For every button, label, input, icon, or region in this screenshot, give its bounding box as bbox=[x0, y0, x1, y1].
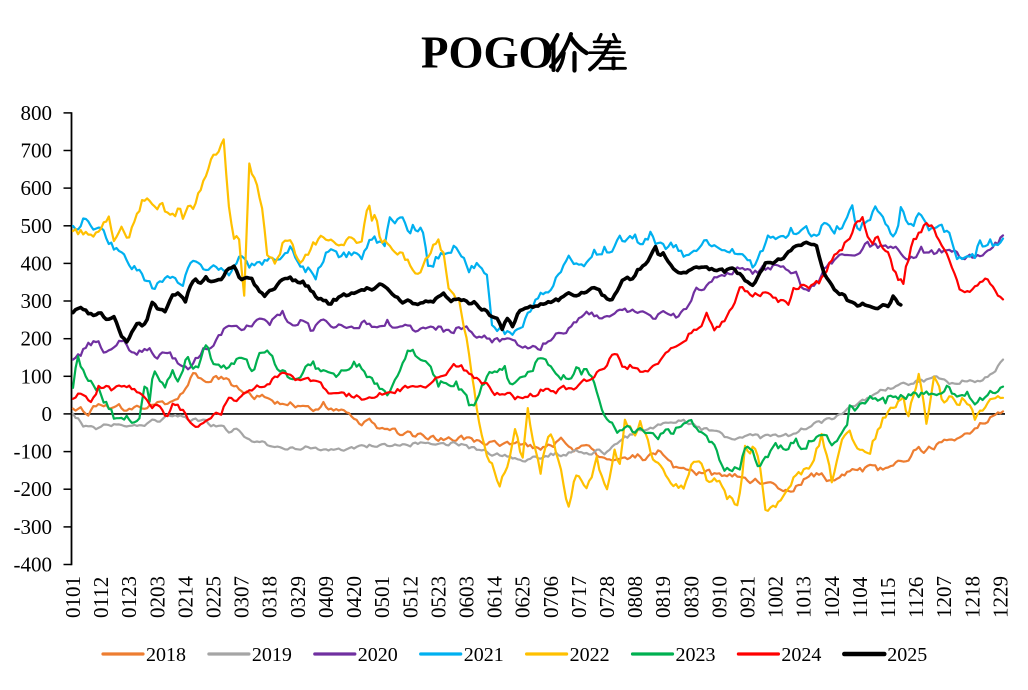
svg-text:2024: 2024 bbox=[781, 644, 821, 666]
svg-text:800: 800 bbox=[21, 101, 53, 125]
svg-text:0329: 0329 bbox=[286, 576, 310, 618]
svg-text:0203: 0203 bbox=[145, 576, 169, 618]
svg-text:0717: 0717 bbox=[567, 576, 591, 618]
svg-text:0603: 0603 bbox=[455, 576, 479, 618]
svg-text:-400: -400 bbox=[14, 553, 53, 577]
svg-text:300: 300 bbox=[21, 289, 53, 313]
svg-text:0101: 0101 bbox=[61, 576, 85, 618]
svg-text:500: 500 bbox=[21, 214, 53, 238]
svg-text:0409: 0409 bbox=[314, 576, 338, 618]
svg-text:0225: 0225 bbox=[202, 576, 226, 618]
svg-text:1115: 1115 bbox=[876, 578, 900, 618]
svg-text:0501: 0501 bbox=[370, 576, 394, 618]
svg-text:-200: -200 bbox=[14, 477, 53, 501]
svg-text:0307: 0307 bbox=[230, 576, 254, 618]
svg-text:1229: 1229 bbox=[988, 576, 1012, 618]
svg-text:2022: 2022 bbox=[570, 644, 610, 666]
svg-text:1024: 1024 bbox=[820, 576, 844, 619]
svg-text:0112: 0112 bbox=[89, 577, 113, 618]
svg-text:-100: -100 bbox=[14, 440, 53, 464]
svg-text:1218: 1218 bbox=[960, 576, 984, 618]
svg-text:0819: 0819 bbox=[651, 576, 675, 618]
svg-text:1013: 1013 bbox=[792, 576, 816, 618]
svg-text:POGO: POGO bbox=[421, 28, 554, 78]
svg-text:2018: 2018 bbox=[146, 644, 186, 666]
svg-text:0910: 0910 bbox=[707, 576, 731, 618]
svg-text:0706: 0706 bbox=[539, 576, 563, 618]
svg-text:0728: 0728 bbox=[595, 576, 619, 618]
svg-text:2021: 2021 bbox=[464, 644, 504, 666]
svg-text:400: 400 bbox=[21, 251, 53, 275]
svg-text:1002: 1002 bbox=[764, 576, 788, 618]
svg-text:0625: 0625 bbox=[511, 576, 535, 618]
svg-text:600: 600 bbox=[21, 176, 53, 200]
svg-text:0: 0 bbox=[42, 402, 53, 426]
svg-text:0830: 0830 bbox=[679, 576, 703, 618]
svg-text:0808: 0808 bbox=[623, 576, 647, 618]
svg-text:0921: 0921 bbox=[736, 576, 760, 618]
svg-text:2019: 2019 bbox=[252, 644, 292, 666]
svg-text:1104: 1104 bbox=[848, 576, 872, 618]
svg-text:700: 700 bbox=[21, 139, 53, 163]
svg-text:1207: 1207 bbox=[932, 576, 956, 618]
svg-text:0318: 0318 bbox=[258, 576, 282, 618]
svg-text:0420: 0420 bbox=[342, 576, 366, 618]
svg-text:0614: 0614 bbox=[483, 576, 507, 619]
svg-text:2023: 2023 bbox=[676, 644, 716, 666]
svg-text:100: 100 bbox=[21, 364, 53, 388]
svg-text:0123: 0123 bbox=[117, 576, 141, 618]
svg-text:0512: 0512 bbox=[398, 576, 422, 618]
svg-text:2020: 2020 bbox=[358, 644, 398, 666]
svg-text:2025: 2025 bbox=[887, 644, 927, 666]
svg-text:0523: 0523 bbox=[426, 576, 450, 618]
svg-text:0214: 0214 bbox=[173, 576, 197, 619]
svg-text:200: 200 bbox=[21, 327, 53, 351]
svg-text:1126: 1126 bbox=[904, 577, 928, 618]
svg-text:-300: -300 bbox=[14, 515, 53, 539]
